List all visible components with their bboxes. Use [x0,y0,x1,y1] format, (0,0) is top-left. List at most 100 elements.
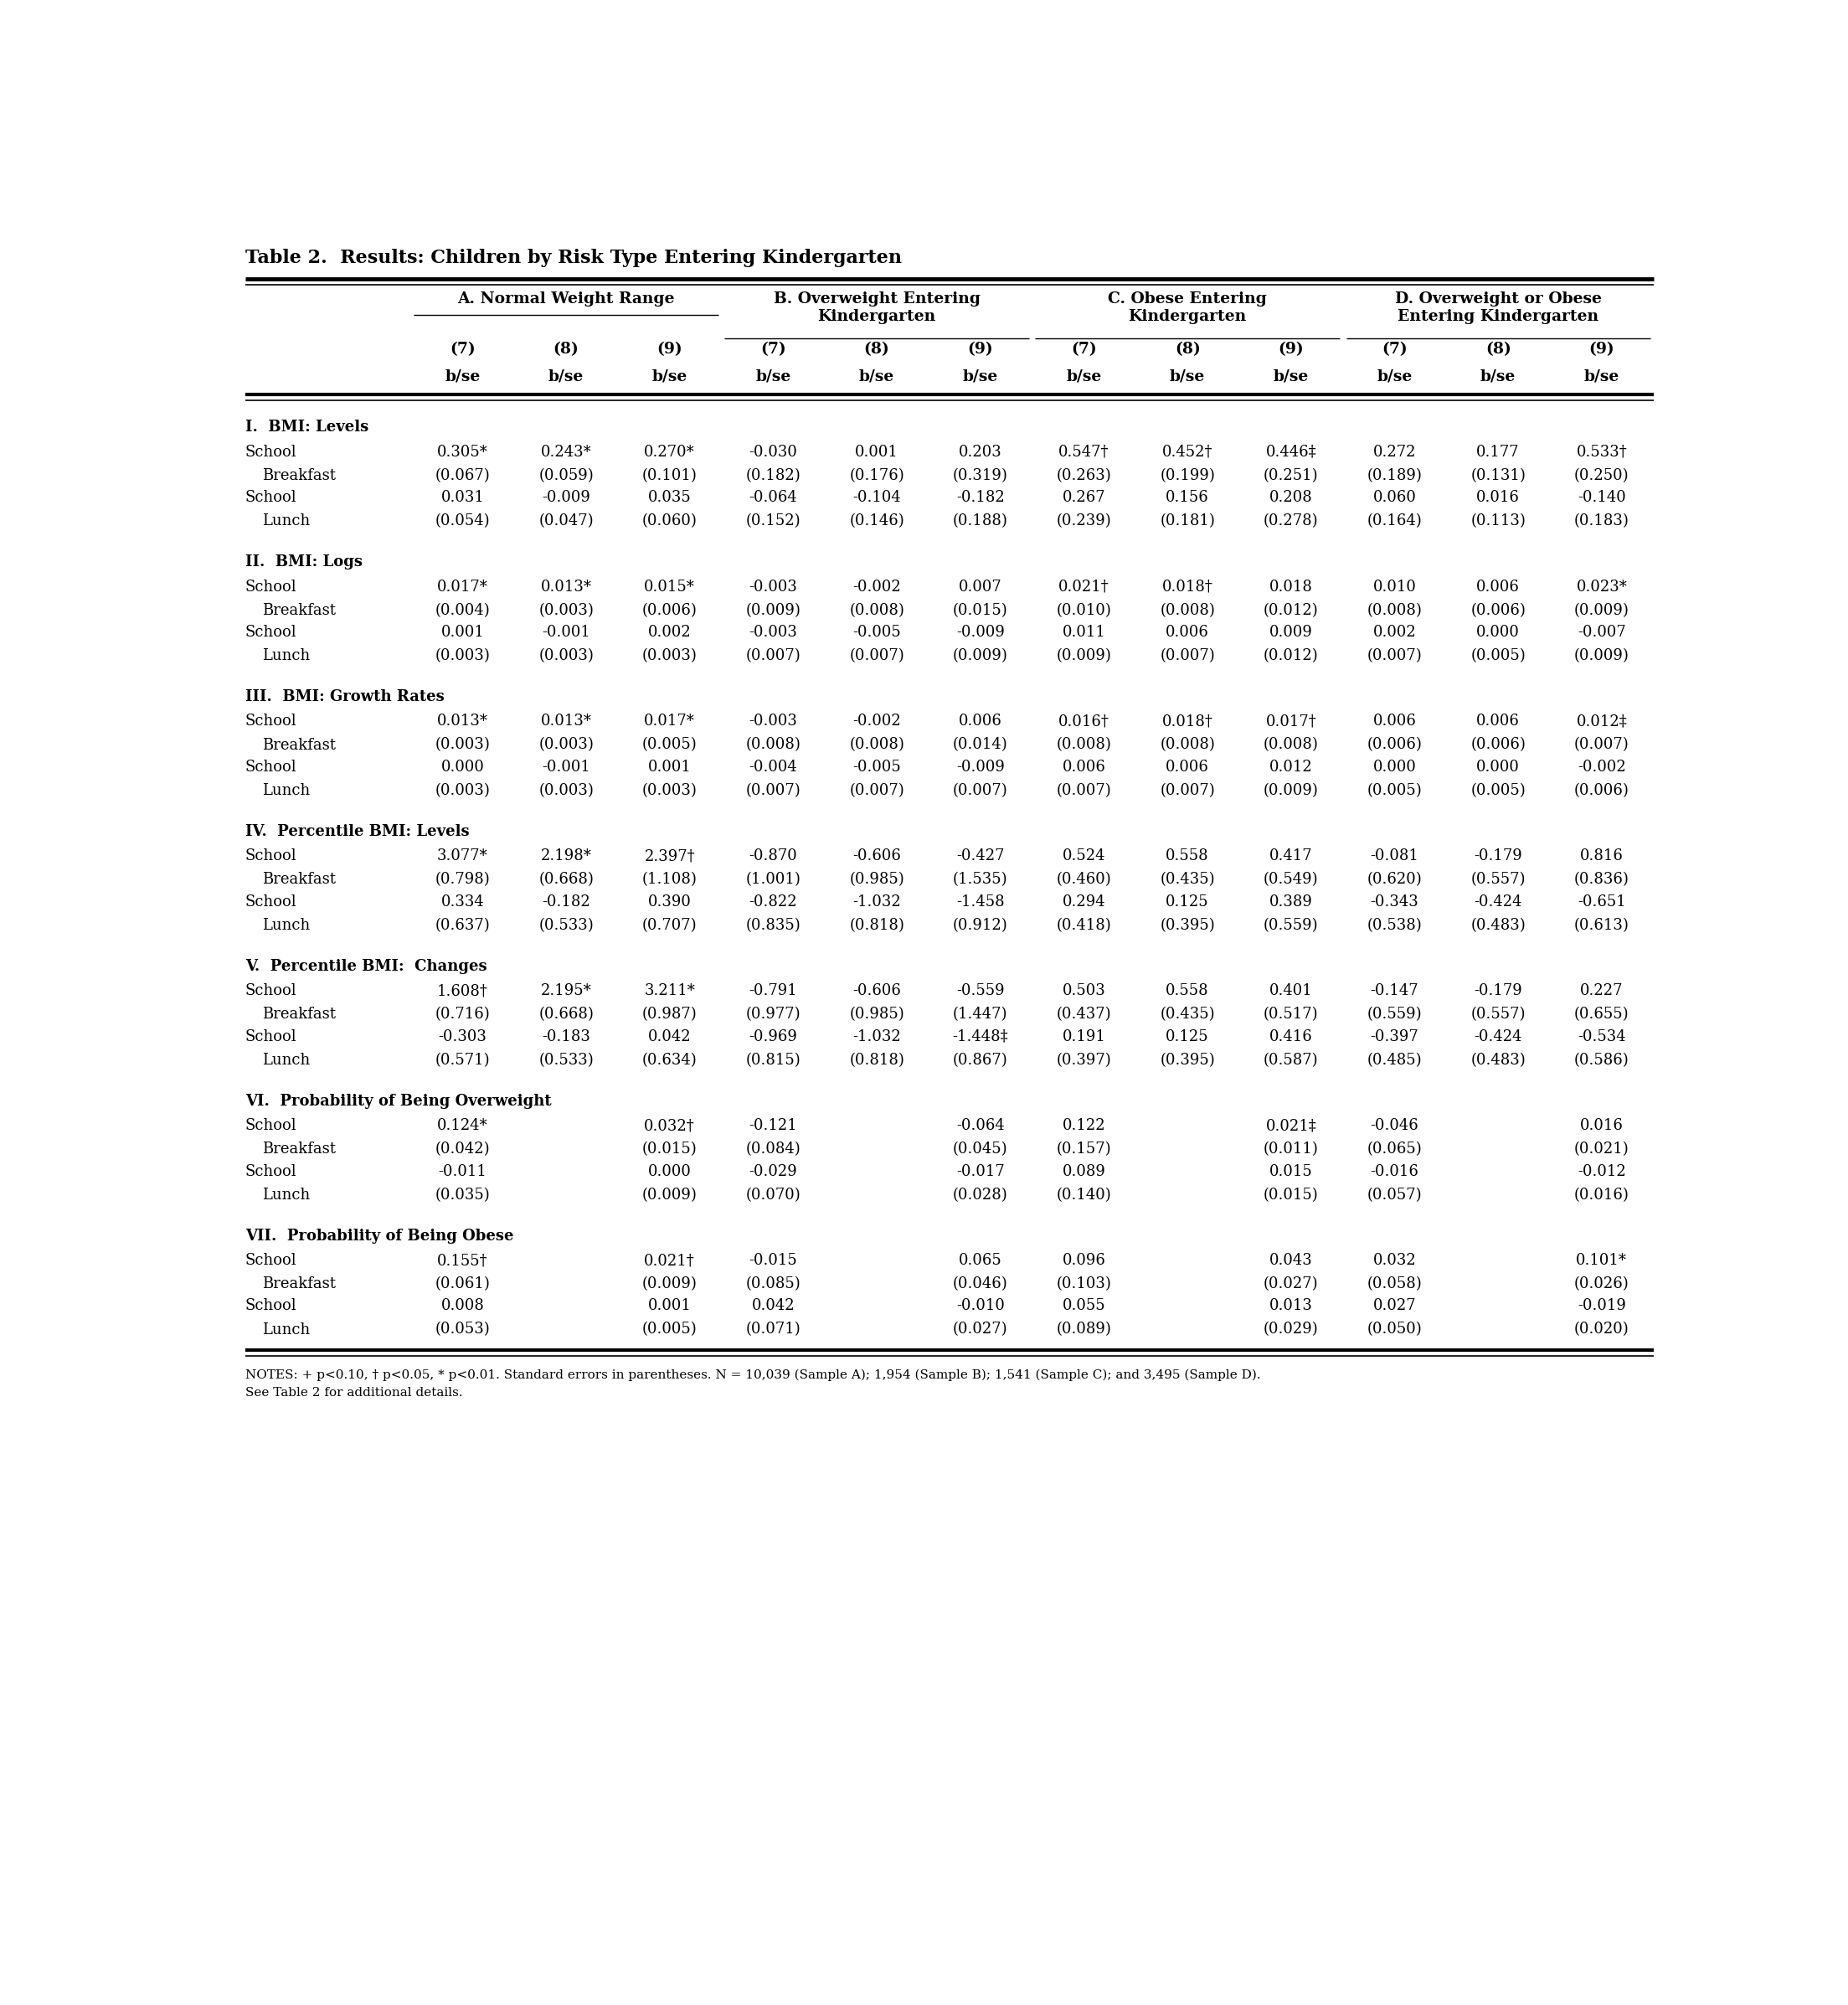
Text: (0.020): (0.020) [1574,1321,1630,1337]
Text: -0.015: -0.015 [748,1253,796,1267]
Text: -0.046: -0.046 [1371,1119,1419,1133]
Text: (0.006): (0.006) [1471,738,1526,752]
Text: -0.606: -0.606 [852,984,902,998]
Text: 3.077*: 3.077* [438,848,488,864]
Text: (0.152): (0.152) [747,513,800,529]
Text: Breakfast: Breakfast [262,1141,336,1157]
Text: (0.003): (0.003) [434,782,490,798]
Text: 0.006: 0.006 [1477,579,1519,593]
Text: -0.009: -0.009 [541,489,590,505]
Text: School: School [246,626,298,640]
Text: (0.655): (0.655) [1574,1007,1630,1023]
Text: (0.101): (0.101) [641,467,697,483]
Text: (0.003): (0.003) [434,738,490,752]
Text: (0.620): (0.620) [1368,872,1423,888]
Text: (0.912): (0.912) [954,918,1007,932]
Text: 0.013*: 0.013* [541,579,591,593]
Text: 0.006: 0.006 [1166,760,1209,774]
Text: -0.001: -0.001 [541,626,590,640]
Text: 0.208: 0.208 [1270,489,1312,505]
Text: See Table 2 for additional details.: See Table 2 for additional details. [246,1387,462,1399]
Text: (0.007): (0.007) [1161,648,1214,664]
Text: 0.065: 0.065 [959,1253,1002,1267]
Text: (0.199): (0.199) [1161,467,1214,483]
Text: (0.008): (0.008) [1264,738,1319,752]
Text: 0.032: 0.032 [1373,1253,1416,1267]
Text: (0.054): (0.054) [434,513,490,529]
Text: (0.003): (0.003) [538,648,593,664]
Text: (0.557): (0.557) [1471,872,1526,888]
Text: (0.533): (0.533) [538,1053,593,1067]
Text: (0.061): (0.061) [434,1277,490,1291]
Text: (0.985): (0.985) [850,1007,904,1023]
Text: 0.013: 0.013 [1270,1299,1312,1313]
Text: (0.007): (0.007) [1574,738,1630,752]
Text: School: School [246,1253,298,1267]
Text: -1.032: -1.032 [852,1029,902,1045]
Text: (0.021): (0.021) [1574,1141,1630,1157]
Text: (0.007): (0.007) [747,782,800,798]
Text: -0.005: -0.005 [852,626,902,640]
Text: (0.867): (0.867) [954,1053,1007,1067]
Text: (0.559): (0.559) [1264,918,1318,932]
Text: b/se: b/se [1066,369,1101,385]
Text: -0.791: -0.791 [748,984,796,998]
Text: (0.437): (0.437) [1057,1007,1111,1023]
Text: School: School [246,714,298,730]
Text: Lunch: Lunch [262,513,310,529]
Text: 0.334: 0.334 [442,894,484,908]
Text: A. Normal Weight Range: A. Normal Weight Range [458,291,675,307]
Text: (0.586): (0.586) [1574,1053,1630,1067]
Text: -0.001: -0.001 [541,760,590,774]
Text: -0.104: -0.104 [852,489,902,505]
Text: (0.182): (0.182) [747,467,800,483]
Text: 0.013*: 0.013* [436,714,488,730]
Text: -0.140: -0.140 [1578,489,1626,505]
Text: Table 2.  Results: Children by Risk Type Entering Kindergarten: Table 2. Results: Children by Risk Type … [246,249,902,267]
Text: -0.004: -0.004 [748,760,796,774]
Text: -0.005: -0.005 [852,760,902,774]
Text: (0.707): (0.707) [641,918,697,932]
Text: -0.029: -0.029 [748,1163,796,1179]
Text: (0.164): (0.164) [1368,513,1423,529]
Text: (0.485): (0.485) [1368,1053,1423,1067]
Text: I.  BMI: Levels: I. BMI: Levels [246,419,368,435]
Text: School: School [246,489,298,505]
Text: (0.008): (0.008) [1161,738,1214,752]
Text: (0.815): (0.815) [747,1053,800,1067]
Text: -0.559: -0.559 [955,984,1005,998]
Text: 0.042: 0.042 [752,1299,795,1313]
Text: 0.007: 0.007 [959,579,1002,593]
Text: b/se: b/se [756,369,791,385]
Text: (0.250): (0.250) [1574,467,1630,483]
Text: School: School [246,1299,298,1313]
Text: -0.017: -0.017 [955,1163,1005,1179]
Text: (0.005): (0.005) [641,1321,697,1337]
Text: (0.008): (0.008) [850,604,904,618]
Text: (0.007): (0.007) [850,648,904,664]
Text: 0.042: 0.042 [649,1029,691,1045]
Text: Breakfast: Breakfast [262,467,336,483]
Text: b/se: b/se [1480,369,1515,385]
Text: b/se: b/se [859,369,894,385]
Text: 0.016†: 0.016† [1059,714,1109,730]
Text: B. Overweight Entering
Kindergarten: B. Overweight Entering Kindergarten [772,291,979,325]
Text: 0.000: 0.000 [649,1163,691,1179]
Text: 0.156: 0.156 [1166,489,1209,505]
Text: (0.006): (0.006) [1368,738,1423,752]
Text: 0.043: 0.043 [1270,1253,1312,1267]
Text: (0.533): (0.533) [538,918,593,932]
Text: (0.131): (0.131) [1471,467,1526,483]
Text: (0.006): (0.006) [1574,782,1630,798]
Text: (0.798): (0.798) [434,872,490,888]
Text: -0.147: -0.147 [1371,984,1419,998]
Text: VII.  Probability of Being Obese: VII. Probability of Being Obese [246,1229,514,1243]
Text: 0.416: 0.416 [1270,1029,1312,1045]
Text: (0.006): (0.006) [1471,604,1526,618]
Text: 0.191: 0.191 [1063,1029,1105,1045]
Text: -0.003: -0.003 [748,714,798,730]
Text: (0.007): (0.007) [1368,648,1423,664]
Text: 0.013*: 0.013* [541,714,591,730]
Text: II.  BMI: Logs: II. BMI: Logs [246,555,362,569]
Text: 0.001: 0.001 [649,760,691,774]
